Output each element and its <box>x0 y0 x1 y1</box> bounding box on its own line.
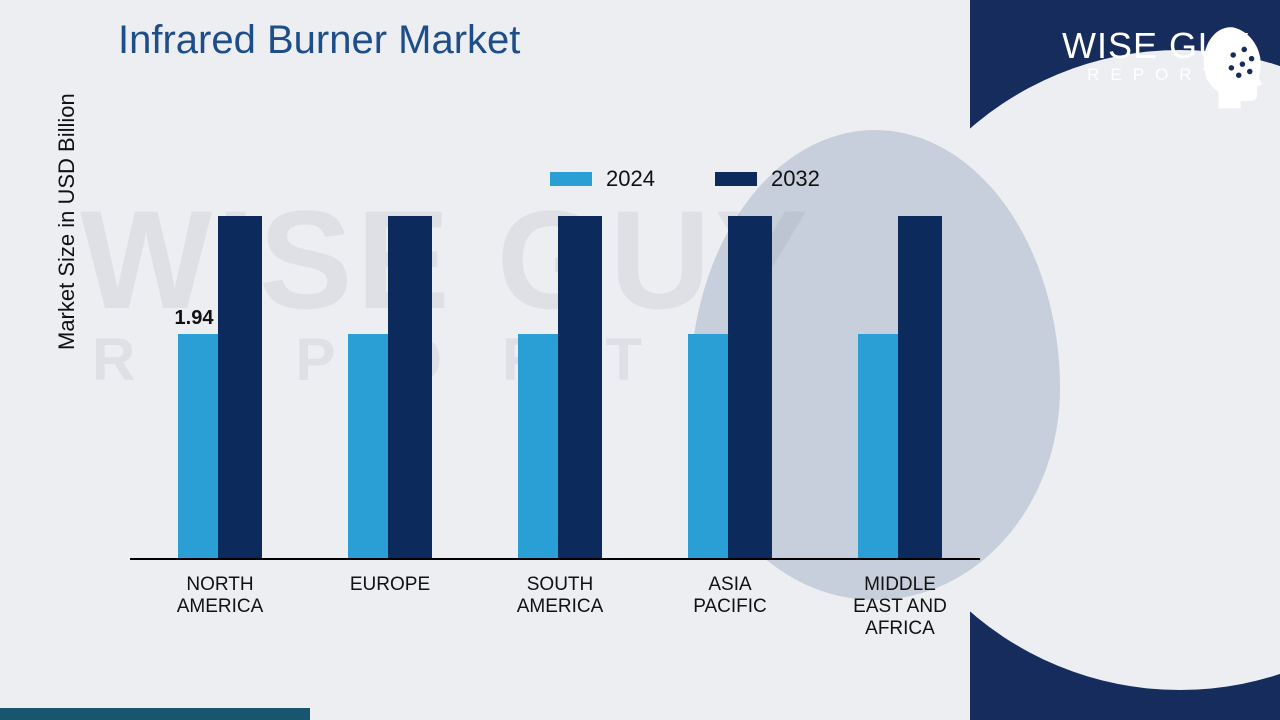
bar <box>178 334 222 560</box>
bar <box>858 334 902 560</box>
bar <box>218 216 262 560</box>
bar <box>388 216 432 560</box>
legend: 2024 2032 <box>550 166 820 192</box>
x-axis-label: NORTH AMERICA <box>160 574 280 618</box>
bar <box>728 216 772 560</box>
bar <box>518 334 562 560</box>
bar <box>348 334 392 560</box>
bar-group <box>670 210 790 560</box>
x-axis-label: EUROPE <box>330 574 450 596</box>
legend-item-2024: 2024 <box>550 166 655 192</box>
bar-group <box>500 210 620 560</box>
x-axis-label: ASIA PACIFIC <box>670 574 790 618</box>
x-axis-labels: NORTH AMERICA EUROPE SOUTH AMERICA ASIA PAC… <box>130 568 980 700</box>
chart-title: Infrared Burner Market <box>118 18 520 63</box>
legend-swatch-2032 <box>715 172 757 186</box>
bar <box>558 216 602 560</box>
legend-item-2032: 2032 <box>715 166 820 192</box>
legend-swatch-2024 <box>550 172 592 186</box>
bar-group <box>330 210 450 560</box>
y-axis-label: Market Size in USD Billion <box>54 93 80 350</box>
bar <box>688 334 732 560</box>
x-axis-label: SOUTH AMERICA <box>500 574 620 618</box>
plot-area: 1.94 <box>130 210 980 560</box>
legend-label-2024: 2024 <box>606 166 655 192</box>
brand-head-icon <box>1178 20 1270 112</box>
x-axis-label: MIDDLE EAST AND AFRICA <box>840 574 960 640</box>
legend-label-2032: 2032 <box>771 166 820 192</box>
bar-group <box>840 210 960 560</box>
x-axis-line <box>130 558 980 560</box>
chart-area: Market Size in USD Billion 2024 2032 1.9… <box>60 160 980 700</box>
footer-accent-bar <box>0 708 310 720</box>
bar-group: 1.94 <box>160 210 280 560</box>
bar <box>898 216 942 560</box>
